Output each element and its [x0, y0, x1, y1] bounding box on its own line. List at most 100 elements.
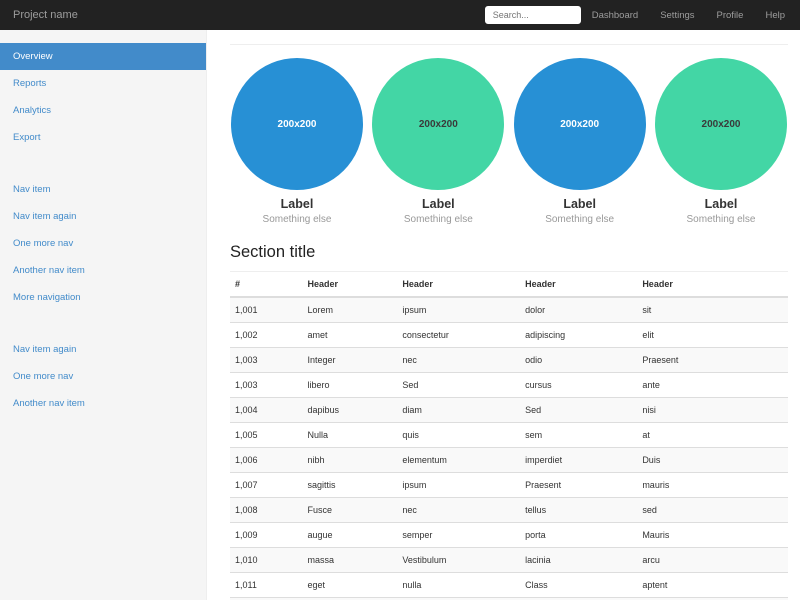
- placeholder-circle-1: 200x200: [231, 58, 363, 190]
- sidebar-item-overview[interactable]: Overview: [0, 43, 206, 70]
- table-cell: 1,003: [230, 372, 303, 398]
- table-cell: odio: [520, 347, 638, 373]
- table-row: 1,010 massa Vestibulum lacinia arcu: [230, 547, 788, 573]
- table-cell: nisi: [637, 397, 788, 423]
- table-cell: 1,009: [230, 522, 303, 548]
- table-cell: taciti: [302, 597, 398, 600]
- table-cell: Praesent: [520, 472, 638, 498]
- sidebar-item-another-nav-item[interactable]: Another nav item: [13, 398, 85, 409]
- table-cell: nec: [397, 497, 521, 523]
- table-cell: 1,008: [230, 497, 303, 523]
- sidebar-group-3: Nav item again One more nav Another nav it…: [0, 336, 206, 417]
- sidebar-item-another-nav-item[interactable]: Another nav item: [13, 265, 85, 276]
- table-cell: mauris: [637, 472, 788, 498]
- table-row: 1,008 Fusce nec tellus sed: [230, 497, 788, 523]
- sidebar-item-export[interactable]: Export: [13, 132, 41, 143]
- table-cell: adipiscing: [520, 322, 638, 348]
- navbar-link-dashboard[interactable]: Dashboard: [591, 9, 639, 21]
- table-cell: dapibus: [302, 397, 398, 423]
- sidebar-group-2: Nav item Nav item again One more nav Anothe…: [0, 176, 206, 311]
- table-cell: ipsum: [397, 296, 521, 323]
- sidebar-item-nav-item-again[interactable]: Nav item again: [13, 344, 77, 355]
- search-input[interactable]: [484, 6, 581, 24]
- navbar-links: Dashboard Settings Profile Help: [581, 10, 800, 21]
- table-row: 1,006 nibh elementum imperdiet Duis: [230, 447, 788, 473]
- sidebar-item-analytics[interactable]: Analytics: [13, 105, 52, 116]
- circle-label: Label: [280, 197, 314, 211]
- table-cell: Mauris: [637, 522, 788, 548]
- table-cell: imperdiet: [520, 447, 638, 473]
- placeholder-circle-2: 200x200: [372, 58, 505, 190]
- table-cell: sagittis: [302, 472, 398, 498]
- table-cell: arcu: [637, 547, 788, 573]
- table-cell: sit: [637, 296, 788, 323]
- navbar-link-help[interactable]: Help: [765, 9, 785, 21]
- table-cell: porta: [520, 522, 638, 548]
- navbar-link-profile[interactable]: Profile: [716, 9, 744, 21]
- sidebar-item-one-more-nav[interactable]: One more nav: [13, 238, 74, 249]
- table-cell: 1,007: [230, 472, 303, 498]
- table-cell: libero: [302, 372, 398, 398]
- table-row: 1,009 augue semper porta Mauris: [230, 522, 788, 548]
- table-cell: Praesent: [637, 347, 788, 373]
- circle-sublabel: Something else: [686, 214, 756, 225]
- table-body: 1,001 Lorem ipsum dolor sit 1,002 amet consecte…: [230, 296, 788, 600]
- table-cell: Nulla: [302, 422, 398, 448]
- circle-label: Label: [704, 197, 738, 211]
- sidebar-nav: Overview Reports Analytics Export Nav item Na…: [0, 30, 207, 600]
- table-cell: 1,006: [230, 447, 303, 473]
- top-navbar: Project name Dashboard Settings Profile Hel…: [0, 0, 800, 30]
- table-row: 1,004 dapibus diam Sed nisi: [230, 397, 788, 423]
- circle-sublabel: Something else: [545, 214, 615, 225]
- sidebar-item-reports[interactable]: Reports: [13, 78, 47, 89]
- circle-sublabel: Something else: [262, 214, 332, 225]
- table-cell: sociosqu: [397, 597, 521, 600]
- table-header-cell: Header: [520, 272, 638, 298]
- sidebar-group-1: Overview Reports Analytics Export: [0, 43, 206, 151]
- section-title: Section title: [230, 243, 788, 272]
- table-cell: Vestibulum: [397, 547, 521, 573]
- table-cell: nulla: [397, 572, 521, 598]
- table-cell: 1,005: [230, 422, 303, 448]
- table-cell: augue: [302, 522, 398, 548]
- table-cell: Duis: [637, 447, 788, 473]
- table-header-row: # Header Header Header Header: [230, 272, 788, 298]
- table-row: 1,003 Integer nec odio Praesent: [230, 347, 788, 373]
- table-cell: nibh: [302, 447, 398, 473]
- table-cell: 1,011: [230, 572, 303, 598]
- table-header-cell: Header: [302, 272, 398, 298]
- table-cell: Fusce: [302, 497, 398, 523]
- table-cell: 1,003: [230, 347, 303, 373]
- table-cell: aptent: [637, 572, 788, 598]
- table-cell: at: [637, 422, 788, 448]
- table-row: 1,003 libero Sed cursus ante: [230, 372, 788, 398]
- placeholder-circles-row: 200x200 Label Something else 200x200 Label So…: [230, 58, 788, 225]
- table-cell: tellus: [520, 497, 638, 523]
- sidebar-item-nav-item[interactable]: Nav item: [13, 184, 51, 195]
- table-cell: 1,001: [230, 296, 303, 323]
- table-cell: semper: [397, 522, 521, 548]
- sidebar-item-more-navigation[interactable]: More navigation: [13, 292, 81, 303]
- table-cell: ante: [637, 372, 788, 398]
- table-cell: ipsum: [397, 472, 521, 498]
- sidebar-item-nav-item-again[interactable]: Nav item again: [13, 211, 77, 222]
- table-cell: Sed: [520, 397, 638, 423]
- navbar-link-settings[interactable]: Settings: [660, 9, 695, 21]
- table-cell: 1,004: [230, 397, 303, 423]
- table-header-cell: Header: [397, 272, 521, 298]
- table-cell: sed: [637, 497, 788, 523]
- table-cell: elementum: [397, 447, 521, 473]
- table-cell: eget: [302, 572, 398, 598]
- circle-block-4: 200x200 Label Something else: [654, 58, 788, 225]
- circle-label: Label: [422, 197, 455, 211]
- table-cell: ad: [520, 597, 638, 600]
- table-cell: nec: [397, 347, 521, 373]
- sidebar-item-one-more-nav[interactable]: One more nav: [13, 371, 74, 382]
- brand-title[interactable]: Project name: [13, 9, 78, 21]
- table-header-cell: Header: [637, 272, 788, 298]
- table-cell: 1,002: [230, 322, 303, 348]
- table-cell: 1,012: [230, 597, 303, 600]
- data-table: # Header Header Header Header 1,001 Lorem ipsu…: [230, 272, 788, 600]
- table-cell: lacinia: [520, 547, 638, 573]
